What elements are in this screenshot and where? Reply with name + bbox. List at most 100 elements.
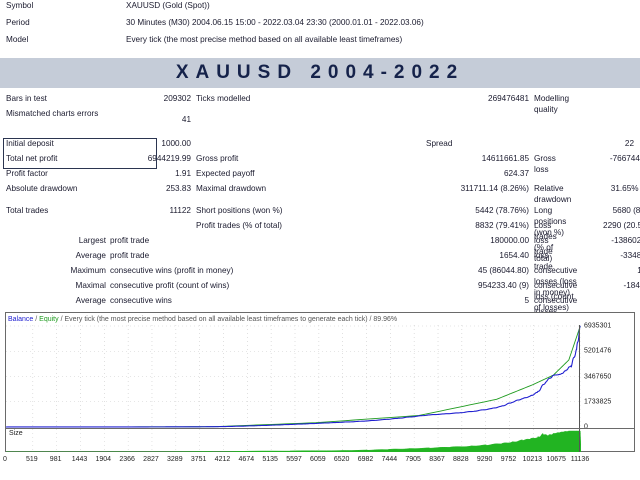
equity-chart: Balance / Equity / Every tick (the most … — [5, 312, 635, 452]
max-consecutive-wins-value: 45 (86044.80) — [478, 266, 529, 275]
table-row: Mismatched charts errors 41 — [0, 108, 640, 132]
x-axis-tick-label: 0 — [3, 456, 7, 463]
size-subchart: Size — [6, 428, 634, 452]
long-positions-label: Long positions (won %) — [534, 206, 567, 237]
average-profit-trade-label: profit trade — [110, 251, 150, 260]
short-positions-label: Short positions (won %) — [196, 206, 283, 215]
maximal-label: Maximal — [75, 281, 106, 290]
gross-profit-label: Gross profit — [196, 154, 239, 163]
max-consecutive-losses-label: consecutive losses (loss in money) — [534, 266, 578, 297]
y-axis-tick-label: 3467650 — [584, 373, 612, 380]
largest-label: Largest — [78, 236, 106, 245]
mismatched-errors-value: 41 — [181, 115, 191, 124]
max-consecutive-losses-value: 12 (-26.32) — [637, 266, 640, 275]
size-plot — [6, 429, 581, 452]
gross-loss-value: -7667441.86 — [609, 154, 640, 163]
table-row: Maximal consecutive profit (count of win… — [0, 280, 640, 312]
expected-payoff-label: Expected payoff — [196, 169, 255, 178]
largest-profit-trade-label: profit trade — [110, 236, 150, 245]
model-value: Every tick (the most precise method base… — [126, 35, 403, 44]
period-label: Period — [6, 18, 30, 27]
x-axis-tick-label: 8828 — [453, 456, 469, 463]
legend-balance-label: Balance — [8, 316, 34, 323]
legend-description: Every tick (the most precise method base… — [64, 316, 398, 323]
header-row-model: Model Every tick (the most precise metho… — [0, 34, 640, 51]
short-positions-value: 5442 (78.76%) — [475, 206, 529, 215]
total-net-profit-value: 6944219.99 — [147, 154, 191, 163]
modelling-quality-value: 89.96% — [569, 93, 640, 104]
x-axis-tick-label: 6520 — [333, 456, 350, 463]
x-axis-tick-label: 6982 — [357, 456, 374, 463]
chart-y-axis: 0 1733825 3467650 5201476 6935301 — [579, 322, 634, 431]
bars-in-test-label: Bars in test — [6, 94, 47, 103]
x-axis-tick-label: 2827 — [143, 456, 159, 463]
maximal-drawdown-label: Maximal drawdown — [196, 184, 267, 193]
balance-equity-plot — [6, 325, 634, 428]
table-row: Profit trades (% of total) 8832 (79.41%)… — [0, 220, 640, 263]
ticks-modelled-value: 269476481 — [488, 94, 529, 103]
relative-drawdown-value: 31.65% (345.46) — [610, 184, 640, 193]
total-trades-label: Total trades — [6, 206, 49, 215]
absolute-drawdown-label: Absolute drawdown — [6, 184, 78, 193]
maximal-consecutive-loss-label: consecutive loss (count of losses) — [534, 281, 578, 312]
x-axis-tick-label: 10213 — [522, 456, 543, 463]
x-axis-tick-label: 8367 — [429, 456, 445, 463]
max-consecutive-wins-label: consecutive wins (profit in money) — [110, 266, 234, 275]
maximal-consecutive-loss-value: -184702.43 (3) — [623, 281, 640, 290]
initial-deposit-value: 1000.00 — [161, 139, 191, 148]
report-header: Symbol XAUUSD (Gold (Spot)) Period 30 Mi… — [0, 0, 640, 51]
x-axis-tick-label: 4212 — [214, 456, 231, 463]
table-row: Initial deposit 1000.00 Spread 22 — [0, 138, 640, 153]
x-axis-tick-label: 7905 — [405, 456, 421, 463]
x-axis-tick-label: 4674 — [238, 456, 255, 463]
x-axis-tick-label: 1443 — [71, 456, 88, 463]
model-label: Model — [6, 35, 29, 44]
x-axis-tick-label: 5135 — [262, 456, 278, 463]
x-axis-tick-label: 6059 — [310, 456, 326, 463]
y-axis-tick-label: 1733825 — [584, 398, 612, 406]
y-axis-tick-label: 6935301 — [584, 322, 612, 330]
gross-loss-label: Gross loss — [534, 154, 556, 174]
table-row: Total net profit 6944219.99 Gross profit… — [0, 153, 640, 174]
spread-value: 22 — [624, 139, 634, 148]
x-axis-tick-label: 5597 — [286, 456, 302, 463]
relative-drawdown-label: Relative drawdown — [534, 184, 572, 204]
maximum-label: Maximum — [70, 266, 106, 275]
y-axis-tick-label: 5201476 — [584, 347, 612, 355]
period-value: 30 Minutes (M30) 2004.06.15 15:00 - 2022… — [126, 18, 424, 27]
legend-equity-label: Equity — [39, 316, 59, 323]
title-banner: XAUUSD 2004-2022 — [0, 58, 640, 88]
chart-x-axis: 0 519 981 1443 1904 2366 2827 3289 3751 4212 4674 5… — [3, 456, 635, 470]
x-axis-tick-label: 10675 — [546, 456, 566, 463]
table-row: Bars in test 209302 Ticks modelled 26947… — [0, 93, 640, 114]
profit-trades-value: 8832 (79.41%) — [475, 221, 529, 230]
average-label: Average — [75, 251, 106, 260]
profit-factor-value: 1.91 — [175, 169, 191, 178]
banner-title: XAUUSD 2004-2022 — [175, 62, 465, 83]
header-row-period: Period 30 Minutes (M30) 2004.06.15 15:00… — [0, 17, 640, 34]
x-axis-tick-label: 11136 — [570, 456, 590, 463]
table-row: Profit factor 1.91 Expected payoff 624.3… — [0, 168, 640, 183]
table-row: Largest profit trade 180000.00 loss trad… — [0, 235, 640, 256]
statistics-table: Bars in test 209302 Ticks modelled 26947… — [0, 93, 640, 316]
modelling-quality-label: Modelling quality — [534, 94, 570, 114]
x-axis-tick-label: 9752 — [500, 456, 517, 463]
average-loss-trade-label: loss trade — [534, 251, 553, 271]
table-row: Absolute drawdown 253.83 Maximal drawdow… — [0, 183, 640, 204]
symbol-value: XAUUSD (Gold (Spot)) — [126, 1, 210, 10]
avg-consecutive-losses-label: consecutive losses — [534, 296, 578, 316]
expected-payoff-value: 624.37 — [503, 169, 529, 178]
balance-equity-svg — [6, 325, 581, 428]
x-axis-tick-label: 1904 — [95, 456, 112, 463]
chart-legend: Balance / Equity / Every tick (the most … — [8, 314, 397, 325]
profit-trades-label: Profit trades (% of total) — [196, 221, 283, 230]
table-row: Maximum consecutive wins (profit in mone… — [0, 265, 640, 297]
profit-factor-label: Profit factor — [6, 169, 48, 178]
total-trades-value: 11122 — [169, 206, 191, 215]
x-axis-tick-label: 3751 — [190, 456, 207, 463]
largest-loss-trade-value: -138602.88 — [611, 236, 640, 245]
largest-profit-trade-value: 180000.00 — [490, 236, 529, 245]
table-row: Average profit trade 1654.40 loss trade … — [0, 250, 640, 271]
maximal-consecutive-profit-value: 954233.40 (9) — [478, 281, 529, 290]
